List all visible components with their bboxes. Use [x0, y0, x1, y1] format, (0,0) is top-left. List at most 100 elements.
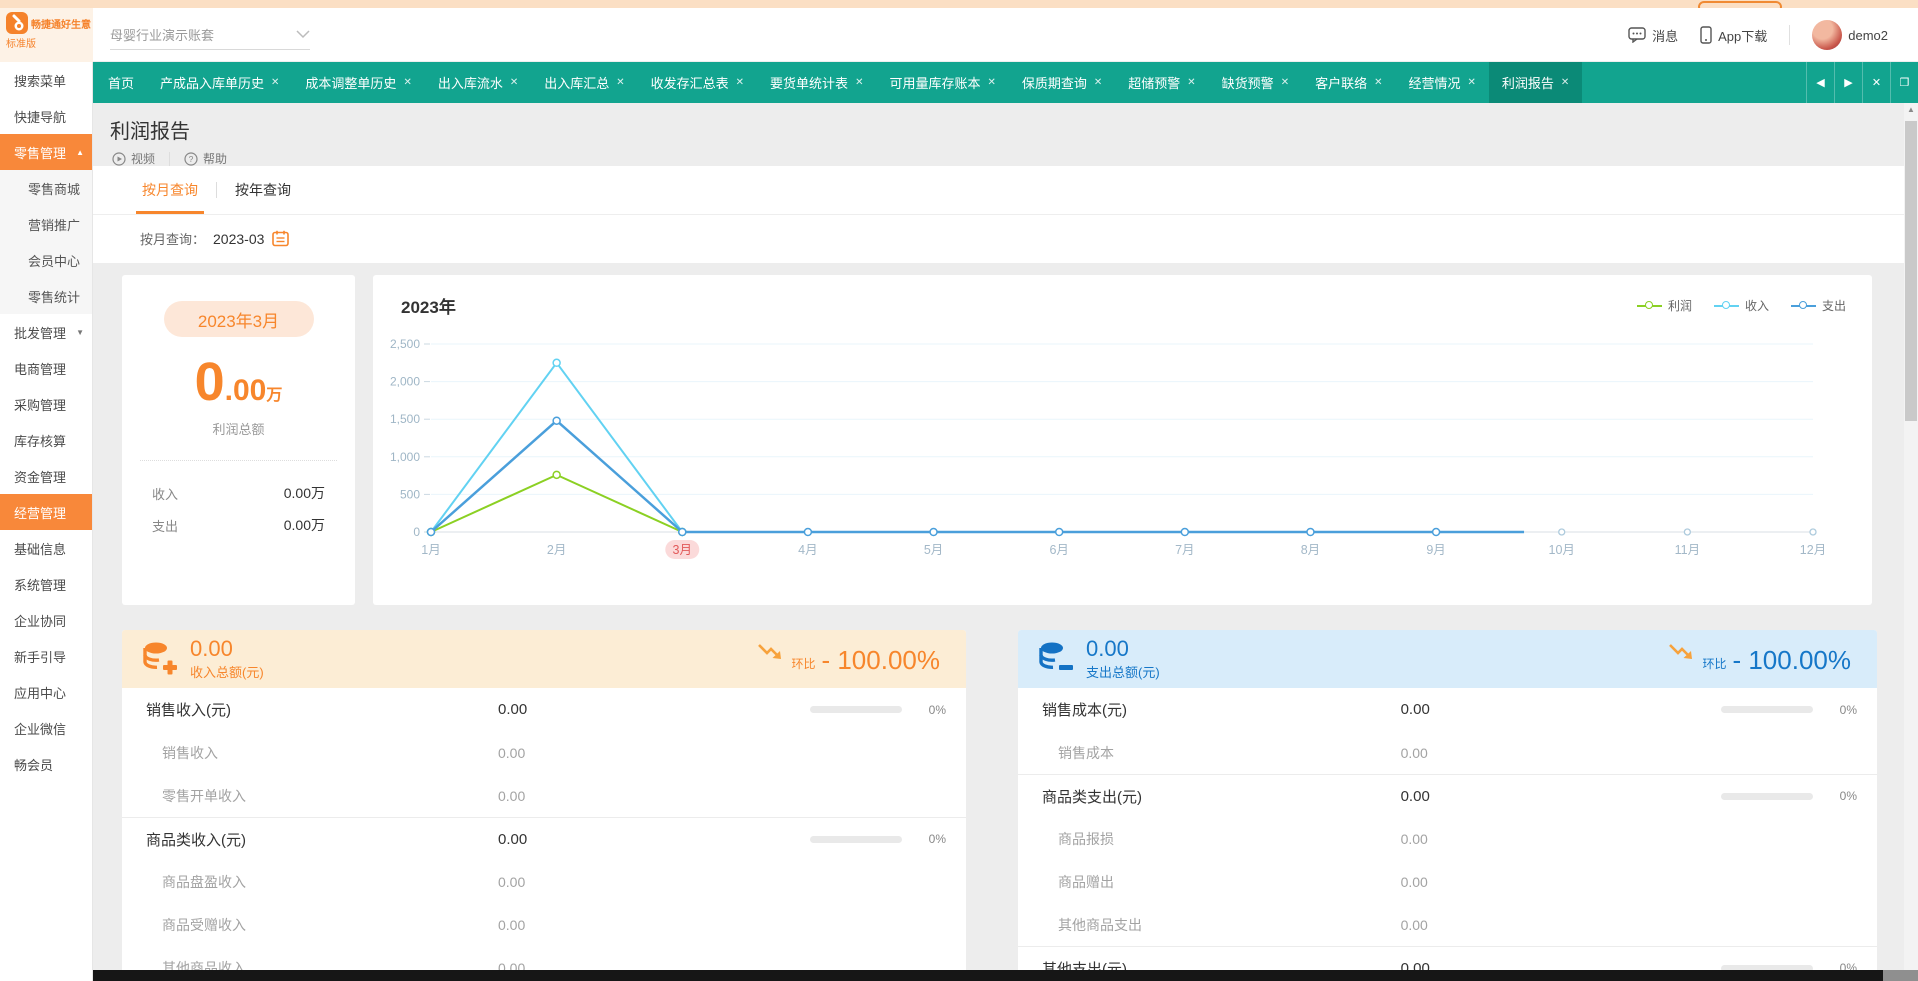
legend-item[interactable]: 利润: [1636, 297, 1692, 314]
query-strip: 按月查询 按年查询 按月查询： 2023-03: [93, 166, 1904, 263]
row-label: 商品类收入(元): [146, 831, 246, 849]
workspace-tab-strip: 首页 产成品入库单历史 ✕ 成本调整单历史 ✕ 出入库流水 ✕ 出入库汇总 ✕ 收发存汇总表 ✕ 要货…: [93, 62, 1806, 103]
app-download-button[interactable]: App下载: [1700, 26, 1767, 45]
income-card: 0.00 收入总额(元) 环比 - 100.00% 销售收入(元) 0.00 0% 销…: [122, 630, 966, 981]
sidebar-item[interactable]: 批发管理 ▼: [0, 314, 92, 350]
sidebar-item-label: 搜索菜单: [14, 73, 67, 89]
sidebar-item[interactable]: 库存核算: [0, 422, 92, 458]
financial-row: 商品类收入(元) 0.00 0%: [122, 817, 966, 860]
workspace-tab[interactable]: 出入库流水 ✕: [425, 62, 531, 103]
sidebar-item[interactable]: 畅会员: [0, 746, 92, 782]
workspace-tab[interactable]: 缺货预警 ✕: [1209, 62, 1302, 103]
tab-close-icon[interactable]: ✕: [1093, 77, 1103, 88]
percent-bar: [810, 706, 902, 713]
row-value: 0.00: [498, 873, 526, 890]
sidebar-item[interactable]: 零售商城: [0, 170, 92, 206]
sidebar-item[interactable]: 资金管理: [0, 458, 92, 494]
tab-close-icon[interactable]: ✕: [616, 77, 625, 88]
tab-close-icon[interactable]: ✕: [987, 77, 996, 88]
next-tab-icon[interactable]: ▶: [1834, 62, 1862, 103]
sidebar-item[interactable]: 搜索菜单: [0, 62, 92, 98]
tab-label: 超储预警: [1128, 76, 1181, 91]
sidebar-item-label: 零售统计: [28, 289, 81, 305]
row-value: 0.00: [498, 916, 526, 933]
messages-button[interactable]: 消息: [1628, 26, 1678, 45]
workspace-tab[interactable]: 保质期查询 ✕: [1009, 62, 1115, 103]
tab-close-icon[interactable]: ✕: [855, 77, 864, 88]
workspace-tab[interactable]: 可用量库存账本 ✕: [876, 62, 1008, 103]
tab-close-icon[interactable]: ✕: [1560, 77, 1570, 88]
expense-coins-icon: [1036, 639, 1076, 679]
legend-item[interactable]: 支出: [1790, 297, 1846, 314]
sidebar-item[interactable]: 基础信息: [0, 530, 92, 566]
help-button[interactable]: ? 帮助: [184, 150, 227, 167]
tab-close-icon[interactable]: ✕: [509, 77, 519, 88]
sidebar-item[interactable]: 会员中心: [0, 242, 92, 278]
calendar-icon[interactable]: [272, 230, 290, 247]
video-label: 视频: [131, 152, 156, 166]
financial-row: 商品盘盈收入 0.00: [122, 860, 966, 903]
workspace-tab[interactable]: 收发存汇总表 ✕: [638, 62, 757, 103]
user-menu[interactable]: demo2: [1812, 20, 1888, 50]
workspace-tab[interactable]: 要货单统计表 ✕: [757, 62, 876, 103]
tab-close-icon[interactable]: ✕: [735, 77, 745, 88]
scrollbar-up-icon[interactable]: ▲: [1907, 105, 1915, 114]
workspace-tab[interactable]: 经营情况 ✕: [1395, 62, 1488, 103]
sidebar-item[interactable]: 系统管理: [0, 566, 92, 602]
vertical-scrollbar[interactable]: ▲: [1904, 103, 1918, 981]
video-button[interactable]: 视频: [112, 150, 155, 167]
sidebar-item[interactable]: 快捷导航: [0, 98, 92, 134]
workspace-tab[interactable]: 超储预警 ✕: [1115, 62, 1208, 103]
svg-text:12月: 12月: [1800, 543, 1824, 557]
date-filter-value[interactable]: 2023-03: [213, 230, 265, 247]
percent-bar: [810, 835, 902, 843]
legend-item[interactable]: 收入: [1713, 297, 1769, 314]
legend-marker: [1636, 300, 1662, 309]
workspace-tab[interactable]: 成本调整单历史 ✕: [292, 62, 424, 103]
workspace-tab[interactable]: 利润报告 ✕: [1488, 62, 1583, 103]
sidebar-item[interactable]: 营销推广: [0, 206, 92, 242]
tab-label: 出入库流水: [437, 76, 503, 91]
prev-tab-icon[interactable]: ◀: [1806, 62, 1834, 103]
percent-bar: [1721, 706, 1813, 713]
row-label: 销售收入(元): [146, 702, 231, 719]
tab-close-icon[interactable]: ✕: [271, 77, 280, 88]
income-ratio-label: 环比: [791, 657, 816, 671]
tab-close-icon[interactable]: ✕: [1187, 77, 1196, 88]
tab-close-icon[interactable]: ✕: [1280, 77, 1290, 88]
avatar: [1812, 20, 1843, 50]
sidebar-item[interactable]: 零售管理 ▲: [0, 134, 92, 170]
scrollbar-thumb[interactable]: [1905, 121, 1917, 421]
sidebar-item-label: 系统管理: [14, 577, 67, 593]
query-tab[interactable]: 按月查询: [136, 166, 204, 214]
tab-close-icon[interactable]: ✕: [1467, 77, 1476, 88]
workspace-tabbar: 首页 产成品入库单历史 ✕ 成本调整单历史 ✕ 出入库流水 ✕ 出入库汇总 ✕ 收发存汇总表 ✕ 要货…: [93, 62, 1918, 103]
sidebar-item[interactable]: 企业微信: [0, 710, 92, 746]
sidebar-item[interactable]: 企业协同: [0, 602, 92, 638]
row-label: 商品盘盈收入: [162, 873, 246, 890]
sidebar-item[interactable]: 零售统计: [0, 278, 92, 314]
sidebar-item[interactable]: 采购管理: [0, 386, 92, 422]
financial-row: 商品类支出(元) 0.00 0%: [1018, 774, 1877, 817]
financial-row: 销售收入 0.00: [122, 731, 966, 774]
tab-label: 产成品入库单历史: [160, 76, 265, 91]
row-value: 0.00: [1400, 873, 1428, 890]
sidebar-item[interactable]: 电商管理: [0, 350, 92, 386]
video-play-icon: [112, 151, 126, 166]
sidebar-item[interactable]: 经营管理: [0, 494, 92, 530]
workspace-tab[interactable]: 首页: [95, 62, 147, 103]
workspace-tab[interactable]: 客户联络 ✕: [1302, 62, 1395, 103]
tab-close-icon[interactable]: ✕: [1374, 77, 1383, 88]
fullscreen-icon[interactable]: ❐: [1890, 62, 1918, 103]
workspace-tab[interactable]: 出入库汇总 ✕: [531, 62, 637, 103]
chevron-up-icon: ▲: [76, 147, 84, 157]
query-tab[interactable]: 按年查询: [216, 166, 293, 214]
sidebar-item[interactable]: 新手引导: [0, 638, 92, 674]
tab-close-icon[interactable]: ✕: [403, 77, 412, 88]
account-select[interactable]: 母婴行业演示账套: [110, 20, 310, 50]
sidebar-item[interactable]: 应用中心: [0, 674, 92, 710]
workspace-tab[interactable]: 产成品入库单历史 ✕: [147, 62, 292, 103]
query-tabs: 按月查询 按年查询: [93, 166, 1904, 215]
summary-rows: 收入 0.00万 支出 0.00万: [122, 477, 355, 541]
close-tabs-icon[interactable]: ✕: [1862, 62, 1890, 103]
